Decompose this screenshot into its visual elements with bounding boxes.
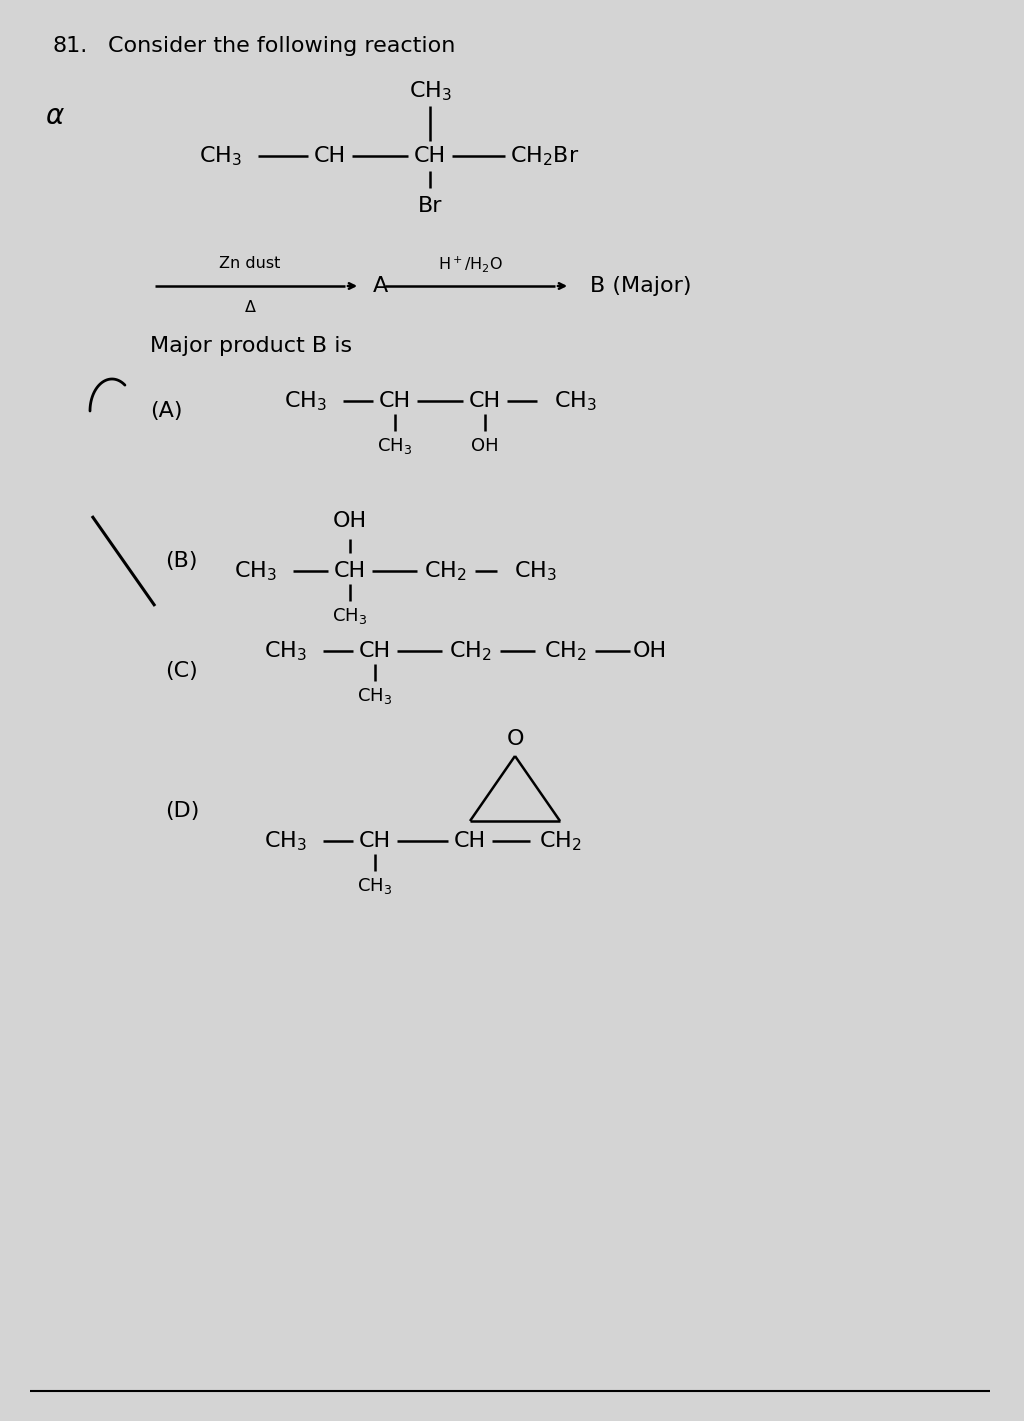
Text: CH: CH bbox=[454, 831, 486, 851]
Text: CH$_3$: CH$_3$ bbox=[233, 560, 276, 583]
Text: CH$_3$: CH$_3$ bbox=[378, 436, 413, 456]
Text: B (Major): B (Major) bbox=[590, 276, 691, 296]
Text: CH: CH bbox=[314, 146, 346, 166]
Text: OH: OH bbox=[633, 641, 667, 661]
Text: CH$_2$: CH$_2$ bbox=[424, 560, 466, 583]
Text: CH: CH bbox=[359, 641, 391, 661]
Text: CH: CH bbox=[334, 561, 366, 581]
Text: CH$_3$: CH$_3$ bbox=[357, 686, 392, 706]
Text: CH$_2$: CH$_2$ bbox=[449, 639, 492, 662]
Text: OH: OH bbox=[471, 438, 499, 455]
Text: CH$_3$: CH$_3$ bbox=[554, 389, 597, 412]
Text: CH$_2$: CH$_2$ bbox=[539, 830, 582, 853]
Text: CH: CH bbox=[359, 831, 391, 851]
Text: CH$_3$: CH$_3$ bbox=[357, 875, 392, 897]
Text: Zn dust: Zn dust bbox=[219, 257, 281, 271]
Text: A: A bbox=[373, 276, 388, 296]
Text: 81.: 81. bbox=[52, 36, 87, 55]
Text: H$^+$/H$_2$O: H$^+$/H$_2$O bbox=[437, 254, 503, 274]
Text: (A): (A) bbox=[150, 401, 182, 421]
Text: (D): (D) bbox=[165, 801, 200, 821]
Text: Br: Br bbox=[418, 196, 442, 216]
Text: α: α bbox=[45, 102, 63, 129]
Text: (C): (C) bbox=[165, 661, 198, 681]
Text: CH$_3$: CH$_3$ bbox=[333, 605, 368, 627]
Text: Δ: Δ bbox=[245, 300, 256, 315]
Text: Major product B is: Major product B is bbox=[150, 335, 352, 357]
Text: CH$_3$: CH$_3$ bbox=[199, 144, 242, 168]
Text: CH$_3$: CH$_3$ bbox=[513, 560, 556, 583]
Text: CH: CH bbox=[469, 391, 501, 411]
Text: CH: CH bbox=[414, 146, 446, 166]
Text: CH: CH bbox=[379, 391, 411, 411]
Text: CH$_3$: CH$_3$ bbox=[263, 639, 306, 662]
Text: CH$_3$: CH$_3$ bbox=[409, 80, 452, 102]
Text: CH$_2$Br: CH$_2$Br bbox=[510, 144, 580, 168]
Text: CH$_3$: CH$_3$ bbox=[263, 830, 306, 853]
Text: O: O bbox=[506, 729, 523, 749]
Text: OH: OH bbox=[333, 512, 367, 531]
Text: CH$_2$: CH$_2$ bbox=[544, 639, 587, 662]
Text: (B): (B) bbox=[165, 551, 198, 571]
Text: CH$_3$: CH$_3$ bbox=[284, 389, 327, 412]
Text: Consider the following reaction: Consider the following reaction bbox=[108, 36, 456, 55]
